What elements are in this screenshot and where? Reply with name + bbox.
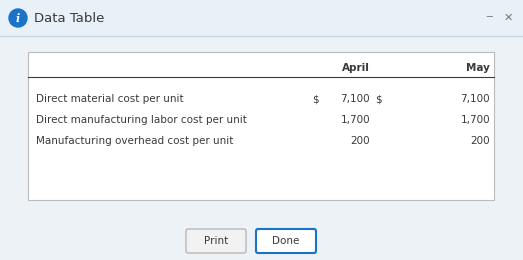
Text: Direct manufacturing labor cost per unit: Direct manufacturing labor cost per unit <box>36 115 247 125</box>
Text: April: April <box>342 63 370 73</box>
FancyBboxPatch shape <box>186 229 246 253</box>
Text: May: May <box>466 63 490 73</box>
FancyBboxPatch shape <box>0 36 523 260</box>
Text: ✕: ✕ <box>503 13 513 23</box>
Text: $: $ <box>312 94 319 104</box>
FancyBboxPatch shape <box>0 0 523 36</box>
Text: Manufacturing overhead cost per unit: Manufacturing overhead cost per unit <box>36 136 233 146</box>
Text: 1,700: 1,700 <box>460 115 490 125</box>
Text: Print: Print <box>204 236 228 246</box>
Text: 1,700: 1,700 <box>340 115 370 125</box>
Text: Direct material cost per unit: Direct material cost per unit <box>36 94 184 104</box>
Circle shape <box>9 9 27 27</box>
Text: Done: Done <box>272 236 300 246</box>
Text: Data Table: Data Table <box>34 11 105 24</box>
FancyBboxPatch shape <box>28 52 494 200</box>
Text: ─: ─ <box>486 12 492 22</box>
Text: 200: 200 <box>350 136 370 146</box>
FancyBboxPatch shape <box>256 229 316 253</box>
Text: i: i <box>16 12 20 23</box>
Text: 7,100: 7,100 <box>460 94 490 104</box>
Text: $: $ <box>375 94 382 104</box>
Text: 7,100: 7,100 <box>340 94 370 104</box>
Text: 200: 200 <box>470 136 490 146</box>
